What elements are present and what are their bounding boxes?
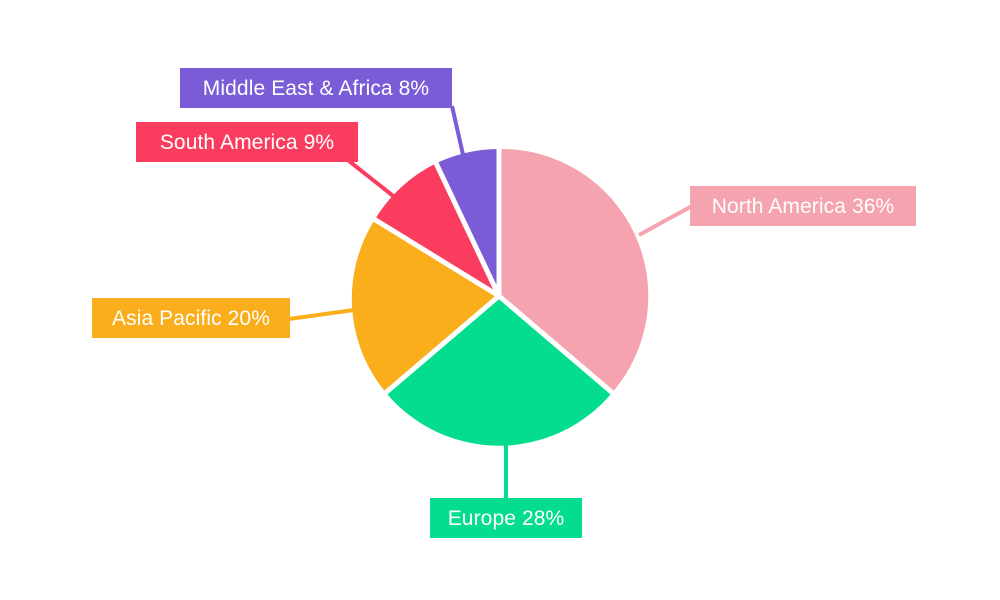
- pie-label-south-america-text: South America 9%: [159, 130, 335, 154]
- pie-label-south-america[interactable]: South America 9%: [136, 122, 358, 162]
- separator-north-america-europe: [497, 294, 615, 396]
- leader-line-asia-pacific: [288, 308, 355, 321]
- leader-line-south-america: [347, 159, 399, 201]
- pie-slices: [351, 148, 649, 446]
- separator-asia-pacific-south-america: [372, 216, 501, 299]
- pie-slice-europe[interactable]: [385, 296, 613, 446]
- pie-label-middle-east-africa-text: Middle East & Africa 8%: [202, 76, 430, 100]
- pie-slice-separators: [372, 147, 615, 396]
- pie-label-middle-east-africa[interactable]: Middle East & Africa 8%: [180, 68, 452, 108]
- leader-line-middle-east-africa: [450, 105, 466, 160]
- leader-lines: [288, 105, 693, 499]
- pie-slice-asia-pacific[interactable]: [351, 219, 499, 393]
- separator-south-america-middle-east: [433, 161, 502, 298]
- pie-slice-south-america[interactable]: [374, 163, 499, 296]
- pie-slice-north-america[interactable]: [499, 148, 649, 393]
- pie-label-asia-pacific[interactable]: Asia Pacific 20%: [92, 298, 290, 338]
- leader-line-north-america: [638, 204, 693, 237]
- pie-label-north-america[interactable]: North America 36%: [690, 186, 916, 226]
- pie-label-north-america-text: North America 36%: [711, 194, 895, 218]
- pie-label-asia-pacific-text: Asia Pacific 20%: [111, 306, 270, 330]
- pie-label-europe[interactable]: Europe 28%: [430, 498, 582, 538]
- pie-label-europe-text: Europe 28%: [447, 506, 565, 530]
- separator-europe-asia-pacific: [383, 294, 501, 396]
